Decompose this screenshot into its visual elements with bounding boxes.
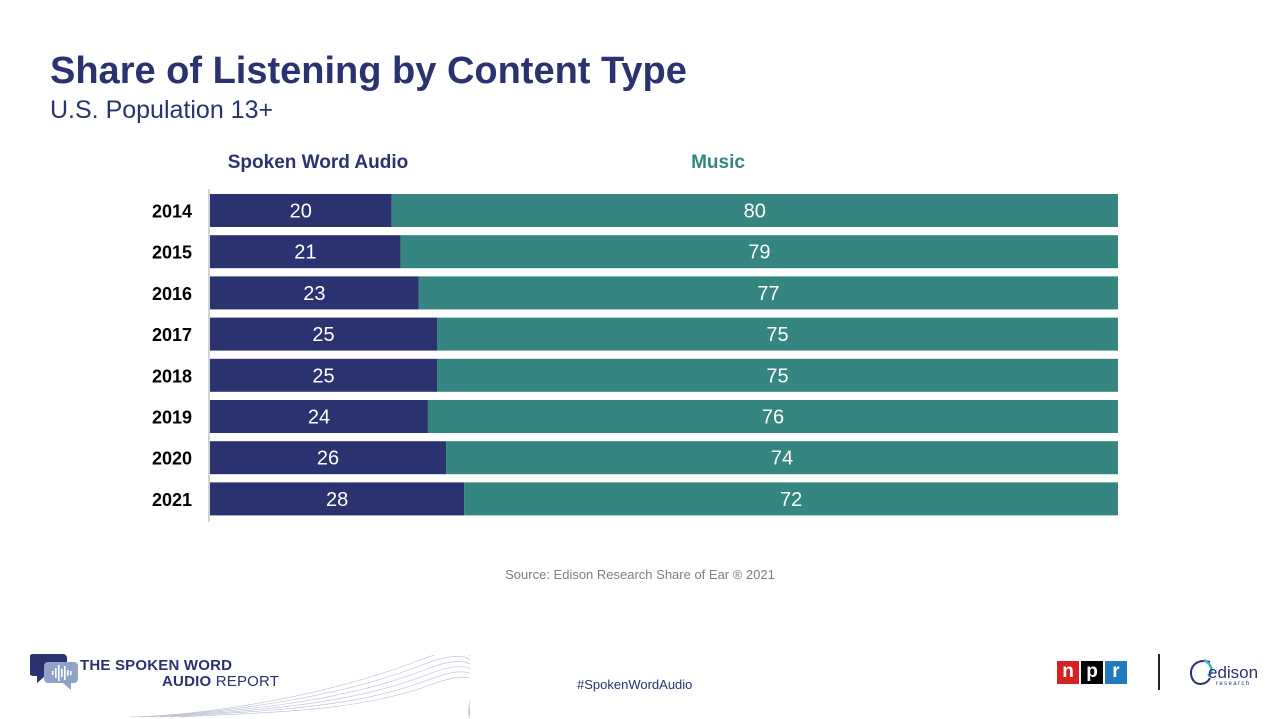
category-label: 2015	[152, 243, 192, 263]
edison-wordmark: edison	[1208, 663, 1259, 682]
bar-spoken-word	[210, 276, 419, 310]
data-label: 72	[780, 489, 802, 511]
npr-logo: n p r	[1057, 661, 1127, 684]
sound-wave-icon	[130, 655, 470, 718]
logo-divider	[1158, 654, 1160, 690]
bar-music	[400, 235, 1118, 269]
bar-music	[464, 482, 1118, 516]
data-label: 25	[312, 324, 334, 346]
data-label: 74	[771, 448, 793, 470]
hashtag: #SpokenWordAudio	[577, 677, 693, 692]
bar-spoken-word	[210, 194, 392, 227]
page-title: Share of Listening by Content Type	[50, 50, 687, 92]
data-label: 77	[757, 283, 779, 305]
category-label: 2019	[152, 408, 192, 428]
stacked-bar-chart: Spoken Word Audio Music 2014 20 80 2015 21 79 20…	[152, 152, 1119, 522]
bar-music	[418, 276, 1119, 310]
brand-name-line1: THE SPOKEN WORD	[80, 657, 233, 674]
edison-swirl-icon	[1190, 658, 1213, 685]
bar-music	[437, 317, 1118, 351]
npr-letter-r: r	[1105, 661, 1127, 684]
data-label: 80	[744, 201, 766, 223]
bar-music	[437, 358, 1118, 392]
data-label: 24	[308, 407, 330, 429]
bar-spoken-word	[210, 317, 437, 351]
npr-letter-n: n	[1057, 661, 1079, 684]
npr-letter-p: p	[1081, 661, 1103, 684]
data-label: 21	[294, 242, 316, 264]
legend-label-music: Music	[691, 152, 745, 173]
bar-music	[391, 194, 1119, 227]
data-label: 79	[748, 242, 770, 264]
bar-spoken-word	[210, 441, 447, 475]
category-label: 2021	[152, 490, 192, 510]
source-note: Source: Edison Research Share of Ear ® 2…	[505, 567, 775, 582]
data-label: 75	[766, 365, 788, 387]
data-label: 23	[303, 283, 325, 305]
category-label: 2018	[152, 366, 192, 386]
bar-music	[427, 400, 1118, 433]
data-label: 20	[290, 201, 312, 223]
data-label: 28	[326, 489, 348, 511]
category-label: 2020	[152, 449, 192, 469]
data-label: 25	[312, 365, 334, 387]
page-subtitle: U.S. Population 13+	[50, 96, 274, 124]
edison-tagline: research	[1216, 681, 1251, 687]
bar-music	[446, 441, 1119, 475]
category-label: 2017	[152, 325, 192, 345]
speech-bubble-icon	[30, 654, 78, 690]
data-label: 76	[762, 407, 784, 429]
data-label: 75	[766, 324, 788, 346]
legend-label-spoken-word: Spoken Word Audio	[228, 152, 409, 173]
bar-spoken-word	[210, 482, 465, 516]
bar-spoken-word	[210, 358, 437, 392]
bar-spoken-word	[210, 400, 428, 433]
category-label: 2014	[152, 202, 192, 222]
data-label: 26	[317, 448, 339, 470]
brand-name-line2: AUDIO REPORT	[162, 673, 280, 690]
bar-spoken-word	[210, 235, 401, 269]
category-label: 2016	[152, 284, 192, 304]
